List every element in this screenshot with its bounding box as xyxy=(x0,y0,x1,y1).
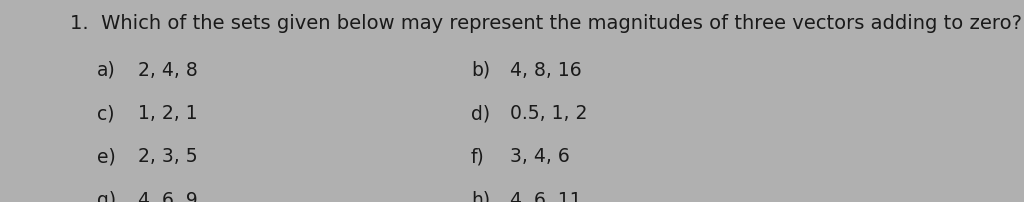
Text: a): a) xyxy=(97,61,116,80)
Text: 1.  Which of the sets given below may represent the magnitudes of three vectors : 1. Which of the sets given below may rep… xyxy=(70,14,1022,33)
Text: e): e) xyxy=(97,147,116,166)
Text: d): d) xyxy=(471,104,490,123)
Text: 4, 6, 11: 4, 6, 11 xyxy=(510,191,582,202)
Text: c): c) xyxy=(97,104,115,123)
Text: 3, 4, 6: 3, 4, 6 xyxy=(510,147,569,166)
Text: 2, 3, 5: 2, 3, 5 xyxy=(138,147,198,166)
Text: 2, 4, 8: 2, 4, 8 xyxy=(138,61,198,80)
Text: 4, 6, 9: 4, 6, 9 xyxy=(138,191,198,202)
Text: f): f) xyxy=(471,147,484,166)
Text: 0.5, 1, 2: 0.5, 1, 2 xyxy=(510,104,588,123)
Text: g): g) xyxy=(97,191,117,202)
Text: 1, 2, 1: 1, 2, 1 xyxy=(138,104,198,123)
Text: b): b) xyxy=(471,61,490,80)
Text: 4, 8, 16: 4, 8, 16 xyxy=(510,61,582,80)
Text: h): h) xyxy=(471,191,490,202)
